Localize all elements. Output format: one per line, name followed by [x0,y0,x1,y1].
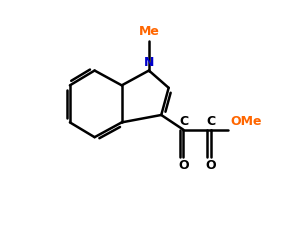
Text: O: O [178,159,189,172]
Text: N: N [144,56,154,69]
Text: OMe: OMe [230,115,261,128]
Text: C: C [206,115,215,128]
Text: O: O [205,159,216,172]
Text: C: C [179,115,188,128]
Text: Me: Me [138,25,159,38]
